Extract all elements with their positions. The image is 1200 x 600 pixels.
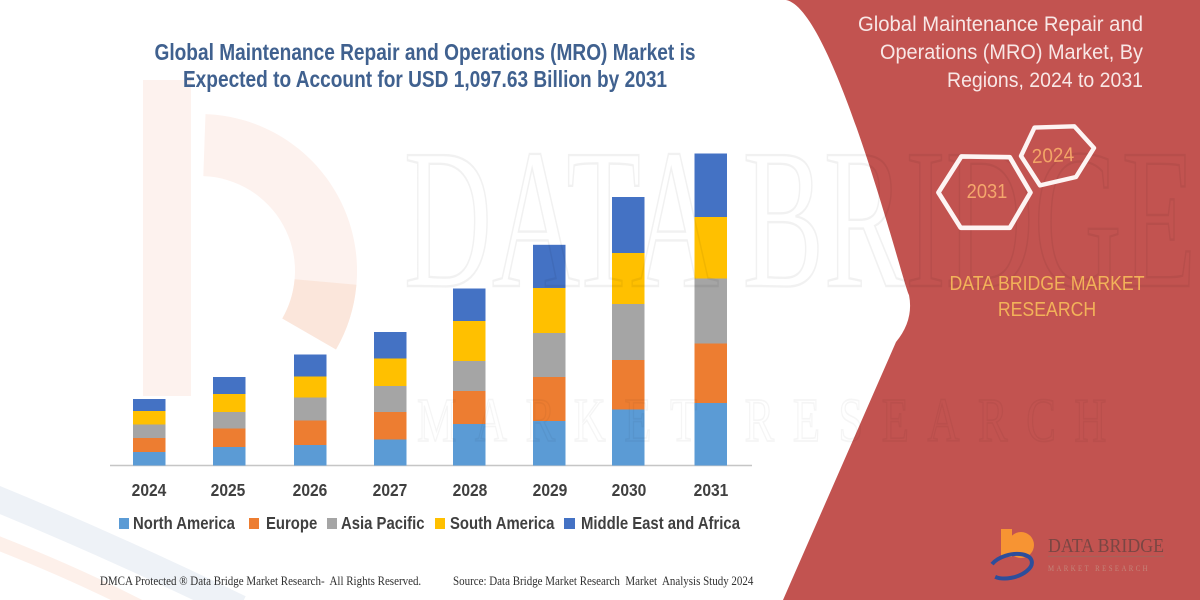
svg-text:Operations (MRO) Market, By: Operations (MRO) Market, By <box>880 41 1143 64</box>
svg-text:DATA BRIDGE: DATA BRIDGE <box>1048 535 1164 557</box>
svg-text:Regions, 2024 to 2031: Regions, 2024 to 2031 <box>947 69 1143 92</box>
svg-text:DATA BRIDGE: DATA BRIDGE <box>404 109 1196 330</box>
svg-text:Global Maintenance Repair and: Global Maintenance Repair and <box>858 13 1143 36</box>
svg-text:MARKET RESEARCH: MARKET RESEARCH <box>1048 563 1150 573</box>
svg-text:MARKET RESEARCH: MARKET RESEARCH <box>417 387 1125 455</box>
